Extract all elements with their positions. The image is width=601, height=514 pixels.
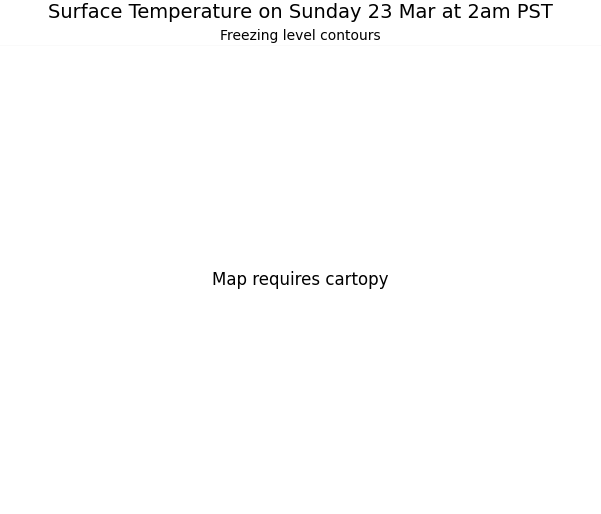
Text: Freezing level contours: Freezing level contours (220, 29, 381, 43)
Text: Map requires cartopy: Map requires cartopy (212, 271, 389, 289)
Text: Surface Temperature on Sunday 23 Mar at 2am PST: Surface Temperature on Sunday 23 Mar at … (48, 4, 553, 23)
